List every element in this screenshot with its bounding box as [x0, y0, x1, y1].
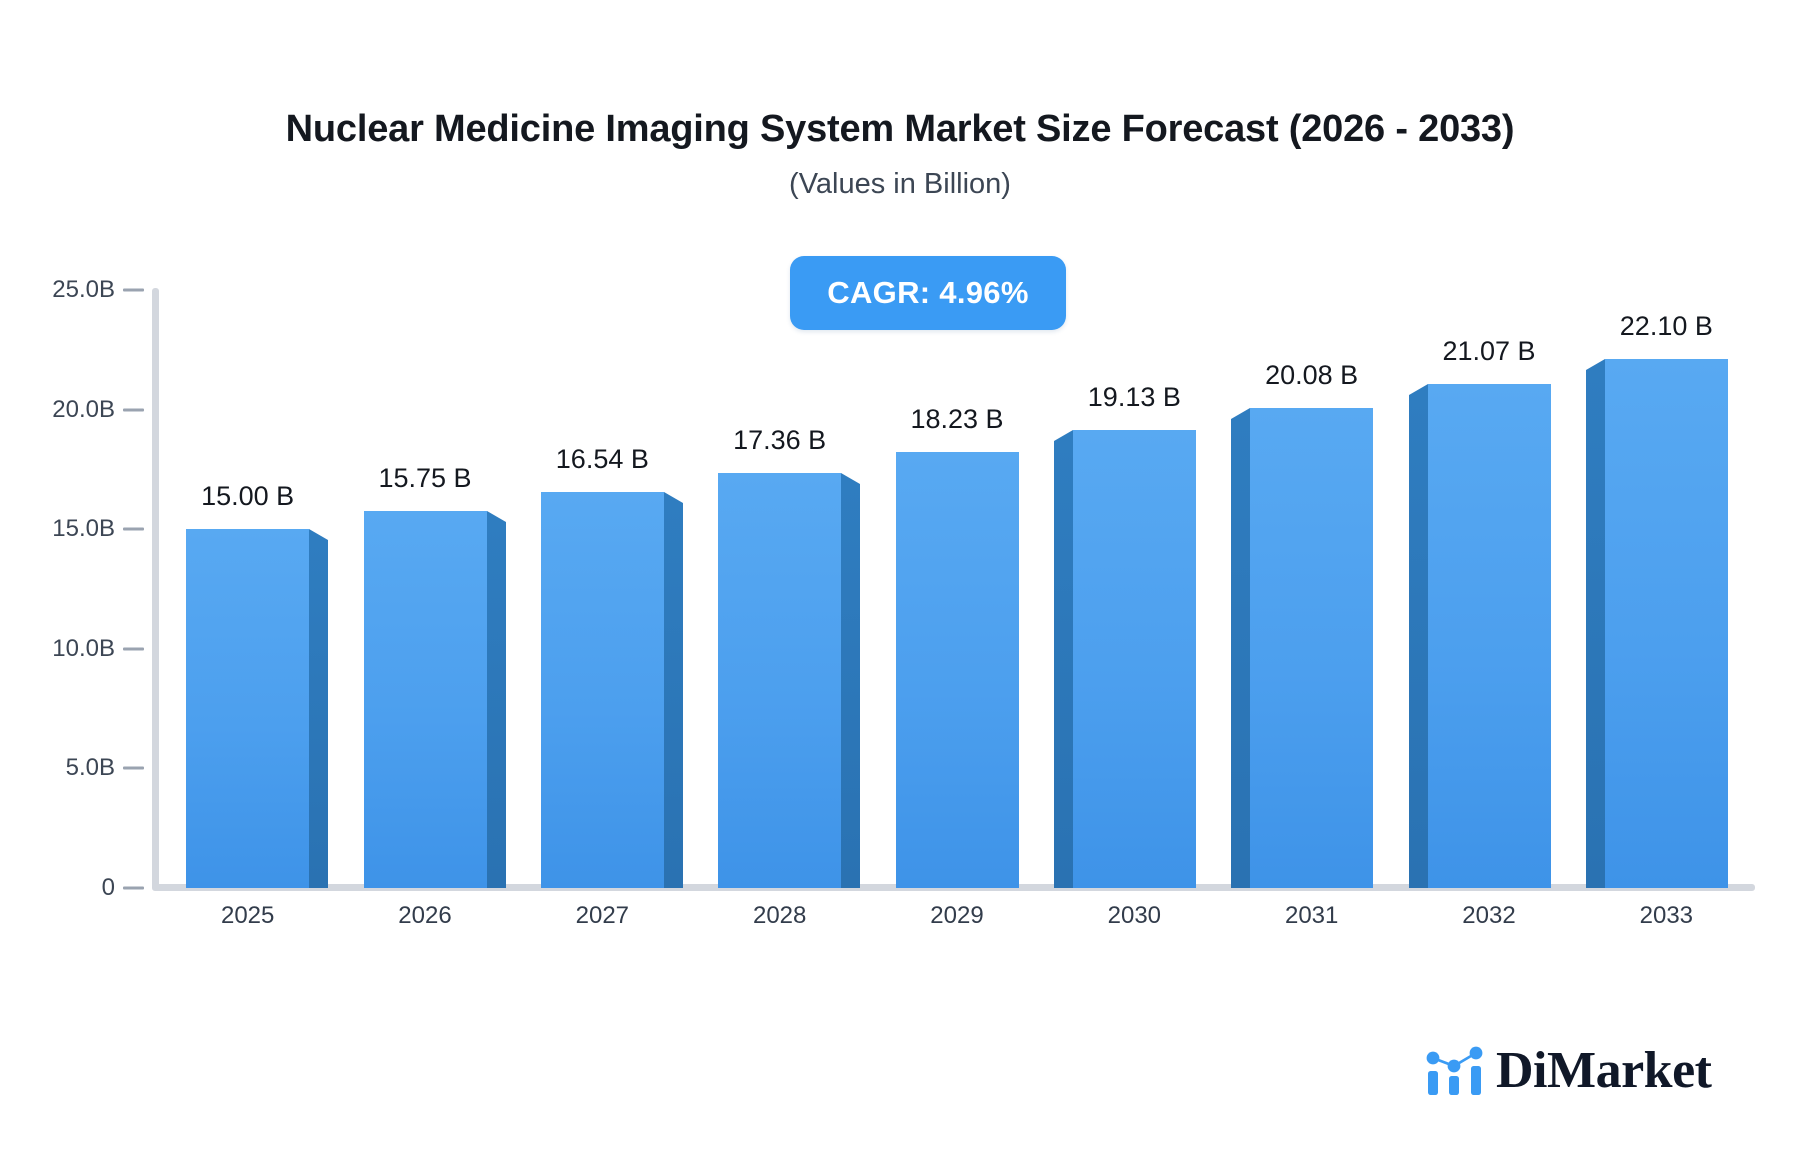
bar-face: [1250, 407, 1374, 888]
brand-name: DiMarket: [1496, 1042, 1712, 1099]
bar-face: [540, 492, 664, 888]
brand-logo: DiMarket: [1424, 1042, 1712, 1099]
bar-value-label: 18.23 B: [910, 403, 1004, 434]
bar-side-face: [486, 522, 506, 888]
y-tick-mark: [123, 766, 144, 770]
x-tick-label-2032: 2032: [1462, 902, 1516, 929]
bar-value-label: 20.08 B: [1265, 359, 1359, 390]
bar-value-label: 17.36 B: [733, 424, 827, 455]
bar-face: [1604, 359, 1728, 888]
x-tick-label-2025: 2025: [220, 902, 275, 929]
y-tick-mark: [123, 288, 144, 292]
bar-value-label: 16.54 B: [555, 444, 649, 475]
bar-face: [895, 451, 1019, 888]
y-tick-mark: [123, 408, 144, 412]
bar-value-label: 15.00 B: [201, 481, 295, 512]
bar-face: [186, 529, 310, 888]
bar-face: [1072, 430, 1196, 888]
bar-face: [363, 511, 487, 888]
bar-side-face: [1585, 370, 1605, 888]
y-tick-mark: [123, 527, 144, 531]
x-tick-label-2030: 2030: [1107, 902, 1162, 929]
bar-side-face: [1231, 418, 1251, 888]
bar-value-label: 21.07 B: [1442, 336, 1536, 366]
y-tick-label: 15.0B: [52, 515, 115, 543]
cagr-badge-label: CAGR: 4.96%: [827, 275, 1029, 310]
bar-side-face: [841, 483, 861, 888]
chart-subtitle: (Values in Billion): [789, 168, 1011, 200]
bar-chart-dots-icon: [1426, 1046, 1483, 1095]
bar-side-face: [663, 503, 683, 888]
y-tick-label: 25.0B: [52, 276, 115, 303]
x-tick-label-2033: 2033: [1639, 902, 1694, 929]
bar-side-face: [309, 540, 329, 888]
y-tick-mark: [123, 886, 144, 890]
y-tick-label: 20.0B: [52, 395, 115, 423]
bar-face: [718, 472, 842, 888]
x-tick-label-2028: 2028: [752, 902, 807, 929]
cagr-badge: CAGR: 4.96%: [790, 256, 1066, 330]
bar-value-label: 15.75 B: [378, 463, 472, 494]
x-tick-label-2031: 2031: [1284, 902, 1339, 929]
bar-side-face: [1053, 441, 1073, 888]
y-tick-label: 0: [101, 874, 115, 901]
y-tick-mark: [123, 647, 144, 651]
y-tick-label: 10.0B: [52, 634, 115, 662]
x-tick-label-2026: 2026: [398, 902, 452, 929]
x-tick-label-2027: 2027: [575, 902, 630, 929]
bar-face: [1427, 384, 1551, 888]
y-tick-label: 5.0B: [65, 754, 115, 782]
bar-value-label: 22.10 B: [1619, 311, 1713, 342]
bar-side-face: [1408, 395, 1428, 888]
x-tick-label-2029: 2029: [930, 902, 984, 929]
bar-value-label: 19.13 B: [1087, 382, 1181, 413]
page-title: Nuclear Medicine Imaging System Market S…: [285, 108, 1515, 150]
y-axis-line: [152, 288, 159, 890]
